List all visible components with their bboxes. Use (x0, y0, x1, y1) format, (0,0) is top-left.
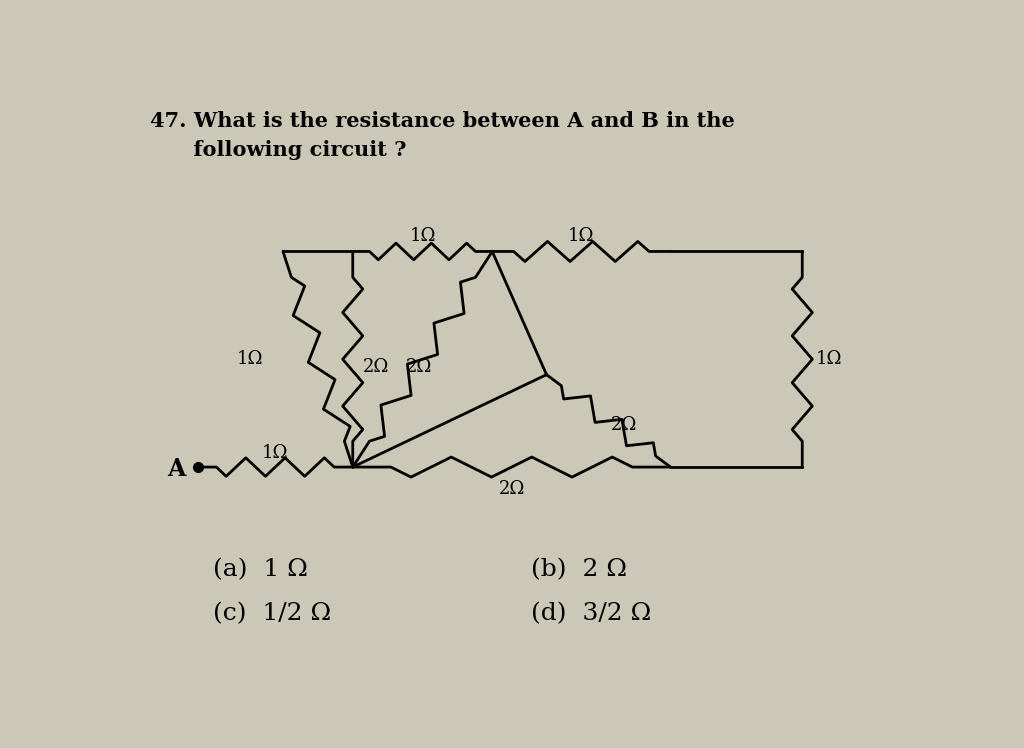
Text: 2Ω: 2Ω (499, 479, 525, 497)
Text: 1Ω: 1Ω (410, 227, 436, 245)
Text: following circuit ?: following circuit ? (150, 140, 407, 160)
Text: 1Ω: 1Ω (262, 444, 289, 462)
Text: (a)  1 Ω: (a) 1 Ω (213, 558, 308, 581)
Text: 1Ω: 1Ω (816, 350, 843, 368)
Text: 2Ω: 2Ω (406, 358, 432, 376)
Text: 1Ω: 1Ω (568, 227, 595, 245)
Text: 2Ω: 2Ω (610, 416, 637, 434)
Text: (c)  1/2 Ω: (c) 1/2 Ω (213, 602, 332, 625)
Text: (b)  2 Ω: (b) 2 Ω (531, 558, 627, 581)
Text: 47. What is the resistance between A and B in the: 47. What is the resistance between A and… (150, 111, 734, 132)
Text: (d)  3/2 Ω: (d) 3/2 Ω (531, 602, 651, 625)
Text: 2Ω: 2Ω (362, 358, 389, 376)
Text: A: A (167, 456, 185, 481)
Text: 1Ω: 1Ω (238, 350, 264, 368)
